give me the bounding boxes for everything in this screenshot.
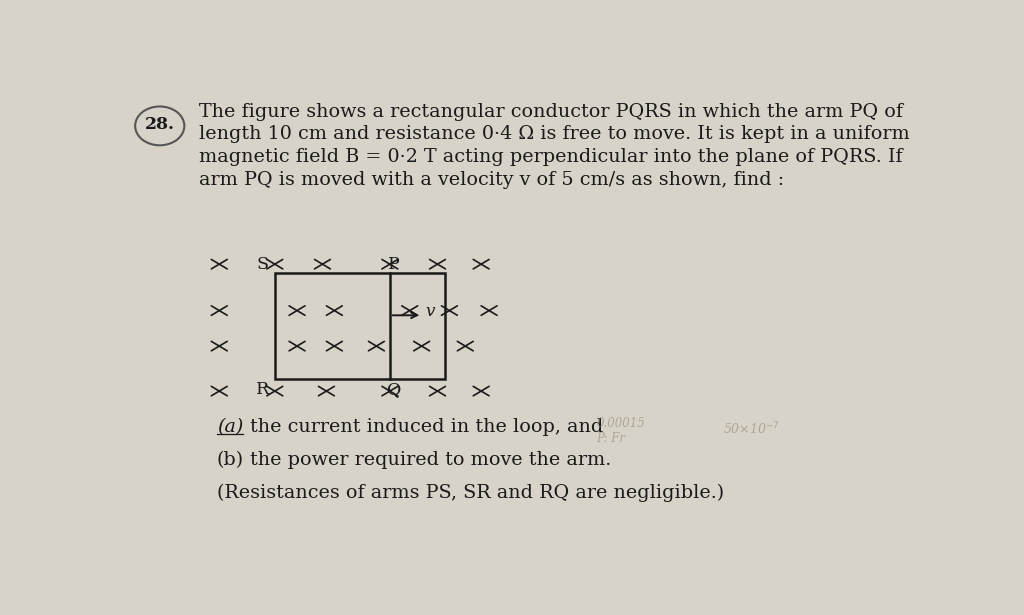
Text: 28.: 28.	[144, 116, 175, 133]
Bar	[274, 272, 445, 379]
Text: v: v	[426, 303, 435, 320]
Text: length 10 cm and resistance 0·4 Ω is free to move. It is kept in a uniform: length 10 cm and resistance 0·4 Ω is fre…	[200, 125, 910, 143]
Text: The figure shows a rectangular conductor PQRS in which the arm PQ of: The figure shows a rectangular conductor…	[200, 103, 903, 121]
Text: 0.00015
P: Fr: 0.00015 P: Fr	[596, 418, 645, 445]
Text: S: S	[256, 256, 268, 273]
Text: (a): (a)	[217, 418, 244, 435]
Text: (Resistances of arms PS, SR and RQ are negligible.): (Resistances of arms PS, SR and RQ are n…	[217, 484, 724, 502]
Text: 50$\times$10$^{-7}$: 50$\times$10$^{-7}$	[723, 421, 780, 437]
Text: (b): (b)	[217, 451, 244, 469]
Text: R: R	[256, 381, 268, 398]
Text: the current induced in the loop, and: the current induced in the loop, and	[250, 418, 603, 435]
Text: the power required to move the arm.: the power required to move the arm.	[250, 451, 611, 469]
Text: arm PQ is moved with a velocity v of 5 cm/s as shown, find :: arm PQ is moved with a velocity v of 5 c…	[200, 171, 784, 189]
Text: magnetic field B = 0·2 T acting perpendicular into the plane of PQRS. If: magnetic field B = 0·2 T acting perpendi…	[200, 148, 903, 166]
Text: P: P	[388, 256, 399, 273]
Text: Q: Q	[387, 381, 401, 398]
